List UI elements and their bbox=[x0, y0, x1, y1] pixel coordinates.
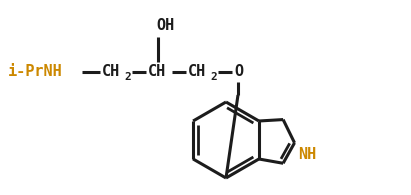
Text: i-PrNH: i-PrNH bbox=[8, 65, 63, 80]
Text: 2: 2 bbox=[210, 72, 217, 82]
Text: 2: 2 bbox=[124, 72, 131, 82]
Text: CH: CH bbox=[102, 65, 120, 80]
Text: CH: CH bbox=[188, 65, 206, 80]
Text: CH: CH bbox=[148, 65, 166, 80]
Text: NH: NH bbox=[298, 147, 317, 162]
Text: OH: OH bbox=[156, 18, 174, 33]
Text: O: O bbox=[234, 65, 243, 80]
